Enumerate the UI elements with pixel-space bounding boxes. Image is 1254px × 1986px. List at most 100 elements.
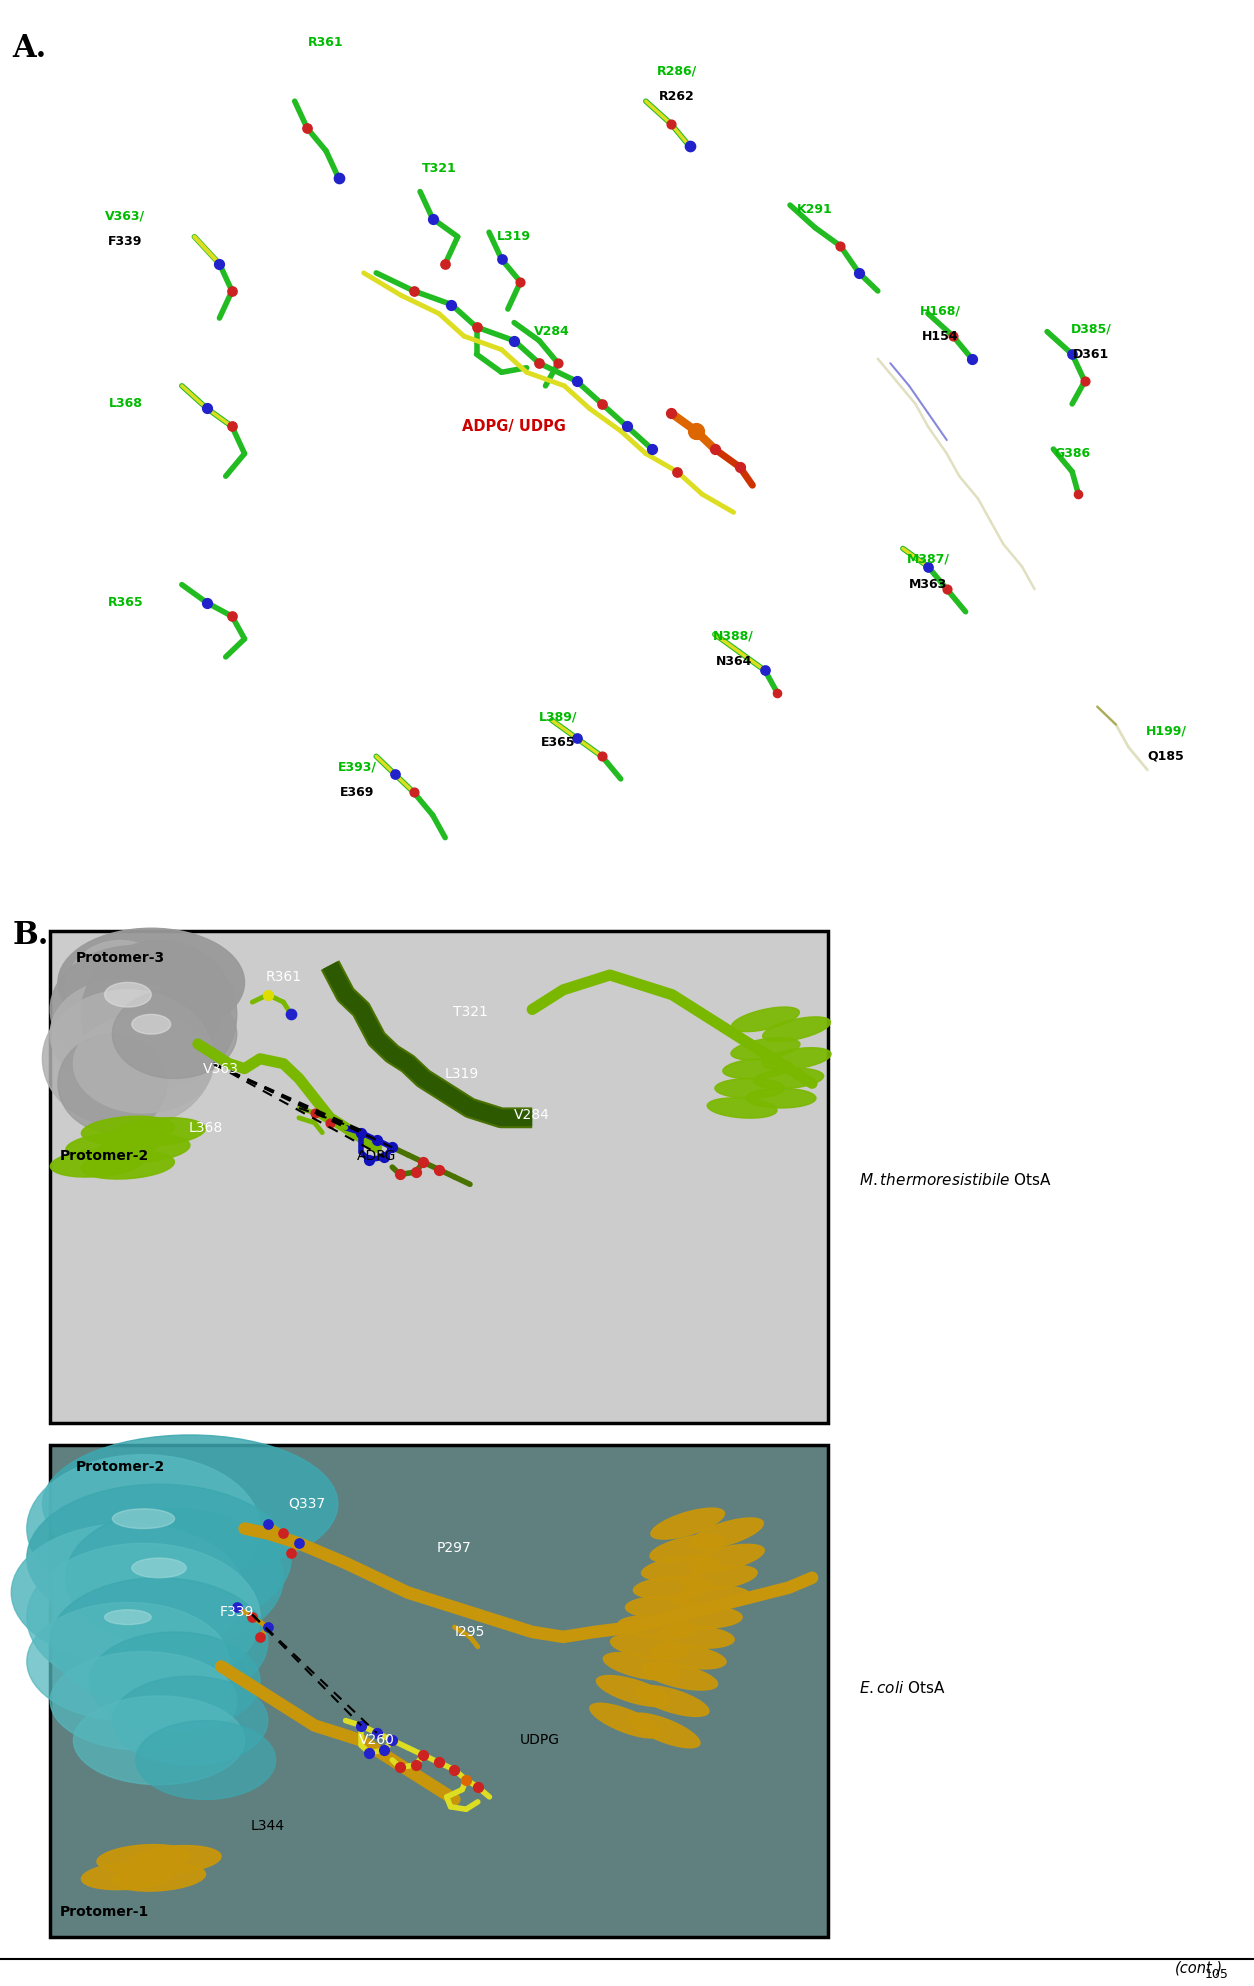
Point bbox=[435, 248, 455, 280]
Point bbox=[918, 550, 938, 582]
Text: F339: F339 bbox=[219, 1605, 255, 1619]
Ellipse shape bbox=[104, 983, 152, 1007]
Text: E369: E369 bbox=[340, 786, 375, 798]
Point bbox=[667, 457, 687, 489]
Point bbox=[661, 107, 681, 139]
Point bbox=[385, 759, 405, 790]
Ellipse shape bbox=[82, 1152, 174, 1180]
Point bbox=[705, 433, 725, 465]
Ellipse shape bbox=[707, 1098, 777, 1118]
FancyBboxPatch shape bbox=[50, 931, 828, 1424]
Point bbox=[375, 1142, 395, 1174]
Text: V363: V363 bbox=[203, 1063, 240, 1076]
Text: ADPG/ UDPG: ADPG/ UDPG bbox=[463, 419, 566, 435]
Ellipse shape bbox=[26, 1484, 291, 1632]
Point bbox=[197, 393, 217, 425]
Point bbox=[390, 1752, 410, 1783]
Point bbox=[305, 1096, 325, 1128]
Point bbox=[466, 312, 487, 344]
Text: (cont.): (cont.) bbox=[1175, 1960, 1223, 1976]
Ellipse shape bbox=[97, 1134, 189, 1162]
Ellipse shape bbox=[754, 1068, 824, 1088]
Text: E393/: E393/ bbox=[337, 761, 377, 775]
Ellipse shape bbox=[58, 927, 245, 1037]
Point bbox=[686, 415, 706, 447]
Ellipse shape bbox=[50, 1652, 237, 1750]
Text: $\it{E. coli}$ OtsA: $\it{E. coli}$ OtsA bbox=[859, 1680, 946, 1696]
Ellipse shape bbox=[628, 1714, 700, 1748]
Text: T321: T321 bbox=[453, 1005, 488, 1019]
Ellipse shape bbox=[731, 1039, 800, 1061]
Point bbox=[456, 1764, 477, 1795]
Ellipse shape bbox=[50, 1577, 268, 1706]
Point bbox=[209, 248, 229, 280]
Ellipse shape bbox=[132, 1015, 171, 1035]
Text: M363: M363 bbox=[909, 578, 947, 592]
Ellipse shape bbox=[657, 1625, 734, 1648]
Point bbox=[414, 1740, 434, 1772]
Text: Q337: Q337 bbox=[288, 1497, 325, 1511]
Ellipse shape bbox=[50, 945, 221, 1074]
Point bbox=[222, 600, 242, 632]
Text: A.: A. bbox=[13, 34, 46, 64]
Text: N388/: N388/ bbox=[714, 630, 754, 643]
Point bbox=[366, 1718, 386, 1750]
Point bbox=[510, 266, 530, 298]
Ellipse shape bbox=[113, 1118, 206, 1146]
Ellipse shape bbox=[43, 989, 213, 1128]
Text: R286/: R286/ bbox=[657, 66, 697, 77]
Text: Protomer-3: Protomer-3 bbox=[75, 951, 164, 965]
Point bbox=[680, 131, 700, 163]
Point bbox=[429, 1746, 449, 1777]
Ellipse shape bbox=[66, 1132, 159, 1160]
Ellipse shape bbox=[26, 1603, 229, 1720]
Point bbox=[943, 320, 963, 352]
Text: $\it{M. thermoresistibile}$ OtsA: $\it{M. thermoresistibile}$ OtsA bbox=[859, 1172, 1052, 1188]
Ellipse shape bbox=[762, 1017, 830, 1041]
Text: Q185: Q185 bbox=[1147, 751, 1185, 763]
Point bbox=[444, 1754, 464, 1785]
Point bbox=[730, 451, 750, 483]
Text: L319: L319 bbox=[497, 230, 532, 242]
Ellipse shape bbox=[50, 979, 191, 1088]
Text: N364: N364 bbox=[715, 655, 752, 667]
Text: V284: V284 bbox=[534, 326, 569, 338]
Ellipse shape bbox=[97, 1845, 189, 1873]
Point bbox=[592, 387, 612, 419]
Point bbox=[281, 1537, 301, 1569]
Ellipse shape bbox=[113, 989, 237, 1078]
Point bbox=[366, 1124, 386, 1156]
Ellipse shape bbox=[650, 1535, 725, 1563]
Ellipse shape bbox=[58, 1035, 167, 1132]
Ellipse shape bbox=[626, 1597, 703, 1619]
Ellipse shape bbox=[89, 1632, 260, 1730]
Point bbox=[197, 586, 217, 618]
Ellipse shape bbox=[11, 1523, 245, 1662]
Ellipse shape bbox=[82, 1861, 174, 1889]
Point bbox=[250, 1621, 270, 1652]
Text: L319: L319 bbox=[445, 1066, 479, 1080]
Point bbox=[359, 1736, 379, 1768]
Ellipse shape bbox=[651, 1507, 725, 1539]
Point bbox=[382, 1132, 403, 1164]
Ellipse shape bbox=[26, 1543, 260, 1690]
Ellipse shape bbox=[665, 1607, 742, 1629]
Ellipse shape bbox=[611, 1634, 687, 1658]
Text: Protomer-2: Protomer-2 bbox=[75, 1460, 164, 1474]
Ellipse shape bbox=[43, 1436, 337, 1573]
Text: H199/: H199/ bbox=[1146, 725, 1186, 737]
Text: G386: G386 bbox=[1055, 447, 1090, 461]
Point bbox=[405, 1156, 425, 1188]
Point bbox=[390, 1158, 410, 1190]
Ellipse shape bbox=[642, 1662, 717, 1690]
Point bbox=[297, 113, 317, 145]
Ellipse shape bbox=[690, 1517, 764, 1549]
Point bbox=[441, 288, 461, 320]
Ellipse shape bbox=[113, 1863, 206, 1891]
Ellipse shape bbox=[688, 1545, 764, 1571]
Point bbox=[1075, 365, 1095, 397]
Ellipse shape bbox=[762, 1049, 831, 1070]
Point bbox=[242, 1601, 262, 1632]
Text: L389/: L389/ bbox=[539, 711, 577, 725]
Point bbox=[329, 163, 349, 195]
